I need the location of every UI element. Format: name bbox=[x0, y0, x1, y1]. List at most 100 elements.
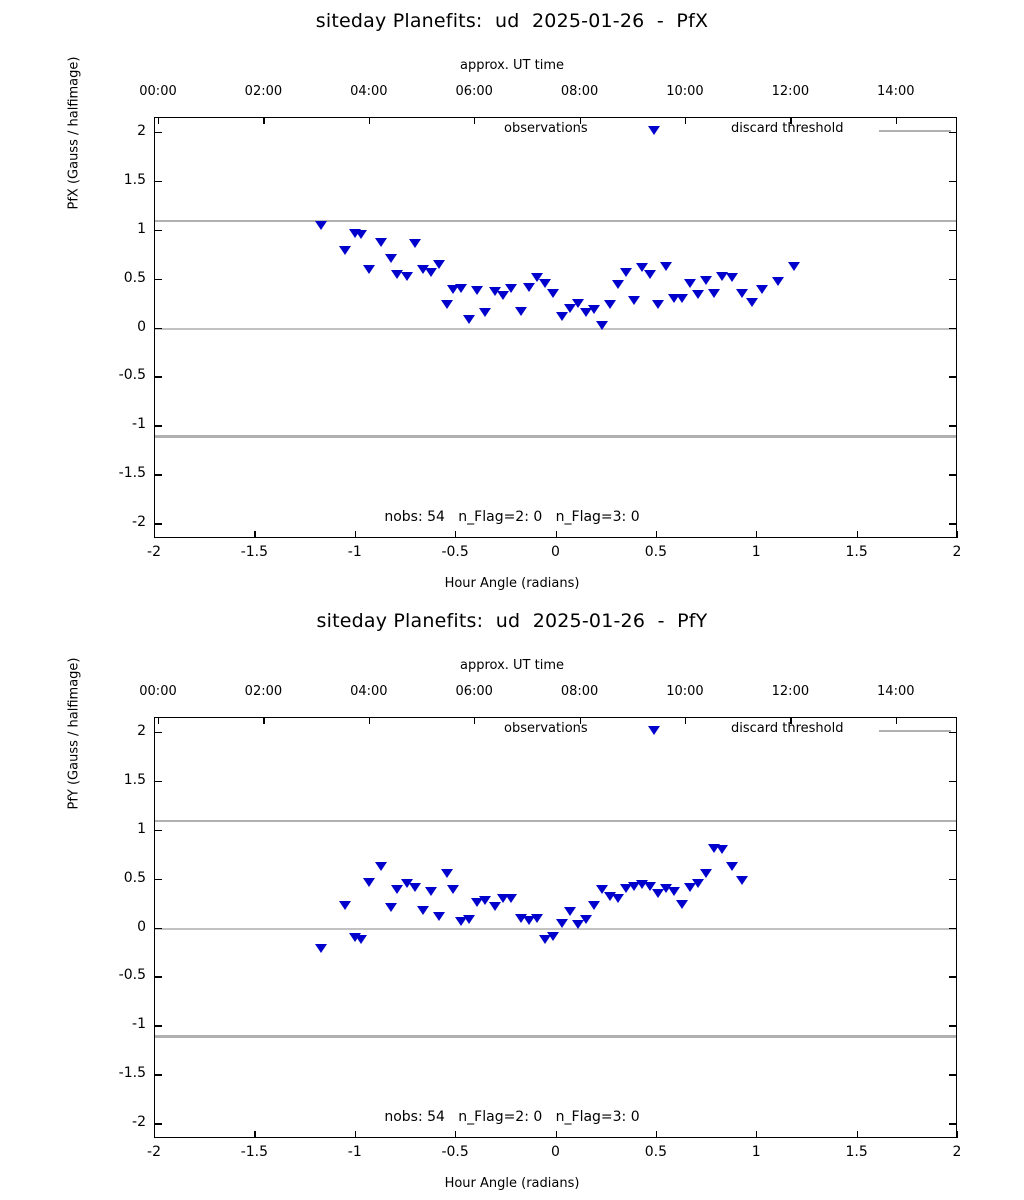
y-tick-mark-right bbox=[949, 731, 957, 733]
data-point-marker bbox=[408, 882, 421, 892]
y-tick-label: 1 bbox=[137, 820, 146, 837]
data-point-marker bbox=[523, 916, 536, 926]
y-tick-mark bbox=[154, 474, 162, 476]
data-point-marker bbox=[651, 299, 664, 309]
data-point-marker bbox=[441, 299, 454, 309]
data-point-marker bbox=[400, 878, 413, 888]
x-axis-label-pfx: Hour Angle (radians) bbox=[444, 576, 580, 591]
x-tick-mark bbox=[655, 531, 658, 538]
x-tick-label: -0.5 bbox=[441, 1144, 469, 1160]
y-tick-mark-right bbox=[949, 1025, 957, 1027]
y-tick-mark bbox=[154, 829, 162, 831]
data-point-marker bbox=[338, 901, 351, 911]
ut-tick-mark bbox=[474, 717, 476, 724]
ut-tick-label: 02:00 bbox=[244, 684, 283, 699]
legend-threshold-line-icon bbox=[879, 730, 951, 732]
y-tick-mark-right bbox=[949, 278, 957, 280]
data-point-marker bbox=[447, 284, 460, 294]
y-tick-mark bbox=[154, 976, 162, 978]
legend-threshold-label: discard threshold bbox=[731, 121, 844, 136]
ut-tick-label: 08:00 bbox=[560, 84, 599, 99]
data-point-marker bbox=[716, 272, 729, 282]
data-point-marker bbox=[563, 907, 576, 917]
data-point-marker bbox=[595, 884, 608, 894]
data-point-marker bbox=[539, 278, 552, 288]
x-tick-mark bbox=[455, 1131, 457, 1138]
y-tick-label: -1 bbox=[132, 416, 146, 433]
discard-threshold-line bbox=[155, 435, 956, 438]
data-point-marker bbox=[433, 912, 446, 922]
x-tick-mark bbox=[254, 531, 256, 538]
x-tick-mark bbox=[655, 1131, 658, 1138]
ut-tick-mark bbox=[158, 117, 160, 124]
discard-threshold-line bbox=[155, 819, 956, 823]
x-tick-label: -1.5 bbox=[240, 544, 269, 560]
discard-threshold-line bbox=[155, 219, 956, 223]
y-tick-label: 2 bbox=[137, 722, 146, 739]
data-point-marker bbox=[736, 876, 749, 886]
data-point-marker bbox=[772, 277, 785, 286]
data-point-marker bbox=[683, 882, 696, 892]
data-point-marker bbox=[547, 288, 560, 298]
y-tick-label: 0 bbox=[137, 918, 146, 935]
data-point-marker bbox=[579, 308, 592, 318]
y-tick-label: 1 bbox=[137, 220, 146, 237]
ut-tick-label: 04:00 bbox=[350, 684, 388, 699]
ut-tick-label: 10:00 bbox=[666, 684, 704, 699]
data-point-marker bbox=[515, 307, 528, 317]
y-tick-mark-right bbox=[949, 131, 957, 133]
data-point-marker bbox=[692, 289, 705, 299]
data-point-marker bbox=[362, 265, 375, 275]
data-point-marker bbox=[683, 278, 696, 288]
data-point-marker bbox=[471, 897, 484, 907]
data-point-marker bbox=[708, 843, 721, 853]
y-tick-mark bbox=[154, 878, 162, 880]
data-point-marker bbox=[489, 286, 502, 296]
data-point-marker bbox=[515, 914, 528, 924]
data-point-marker bbox=[497, 290, 510, 300]
x-tick-mark bbox=[957, 531, 959, 538]
data-point-marker bbox=[627, 881, 640, 891]
data-point-marker bbox=[635, 879, 648, 889]
ut-tick-mark bbox=[158, 717, 160, 724]
ut-tick-mark bbox=[684, 117, 687, 124]
x-tick-label: 1 bbox=[751, 1144, 761, 1160]
page-title-pfy: siteday Planefits: ud 2025-01-26 - PfY bbox=[316, 610, 708, 632]
y-tick-label: -0.5 bbox=[118, 367, 146, 384]
data-point-marker bbox=[441, 869, 454, 879]
ut-tick-mark bbox=[368, 717, 370, 724]
annotation-nobs-pfy: nobs: 54 n_Flag=2: 0 n_Flag=3: 0 bbox=[384, 1109, 640, 1125]
ut-tick-label: 14:00 bbox=[877, 84, 915, 99]
data-point-marker bbox=[726, 273, 739, 283]
data-point-marker bbox=[425, 268, 438, 278]
x-tick-mark bbox=[154, 1131, 156, 1138]
data-point-marker bbox=[659, 883, 672, 893]
y-tick-mark-right bbox=[949, 327, 957, 329]
data-point-marker bbox=[384, 253, 397, 263]
x-tick-mark bbox=[254, 1131, 256, 1138]
x-tick-label: 0.5 bbox=[644, 544, 667, 560]
y-tick-label: 1.5 bbox=[123, 771, 146, 788]
data-point-marker bbox=[447, 884, 460, 894]
data-point-marker bbox=[479, 895, 492, 905]
ut-tick-label: 00:00 bbox=[139, 84, 177, 99]
data-point-marker bbox=[348, 229, 361, 239]
data-point-marker bbox=[384, 903, 397, 913]
x-tick-mark bbox=[354, 531, 356, 538]
zero-reference-line bbox=[155, 927, 956, 930]
data-point-marker bbox=[563, 304, 576, 314]
data-point-marker bbox=[643, 270, 656, 280]
ut-tick-mark bbox=[684, 717, 687, 724]
data-point-marker bbox=[611, 893, 624, 903]
x-tick-label: 0 bbox=[551, 544, 560, 560]
ut-tick-mark bbox=[579, 117, 581, 124]
x-tick-label: -2 bbox=[147, 1144, 161, 1160]
x-tick-mark bbox=[957, 1131, 959, 1138]
ut-tick-label: 12:00 bbox=[771, 684, 810, 699]
ut-tick-mark bbox=[790, 117, 792, 124]
data-point-marker bbox=[408, 238, 421, 248]
y-tick-label: -2 bbox=[132, 1114, 146, 1131]
ut-tick-mark bbox=[263, 717, 265, 724]
data-point-marker bbox=[463, 315, 476, 325]
x-tick-mark bbox=[856, 1131, 858, 1138]
